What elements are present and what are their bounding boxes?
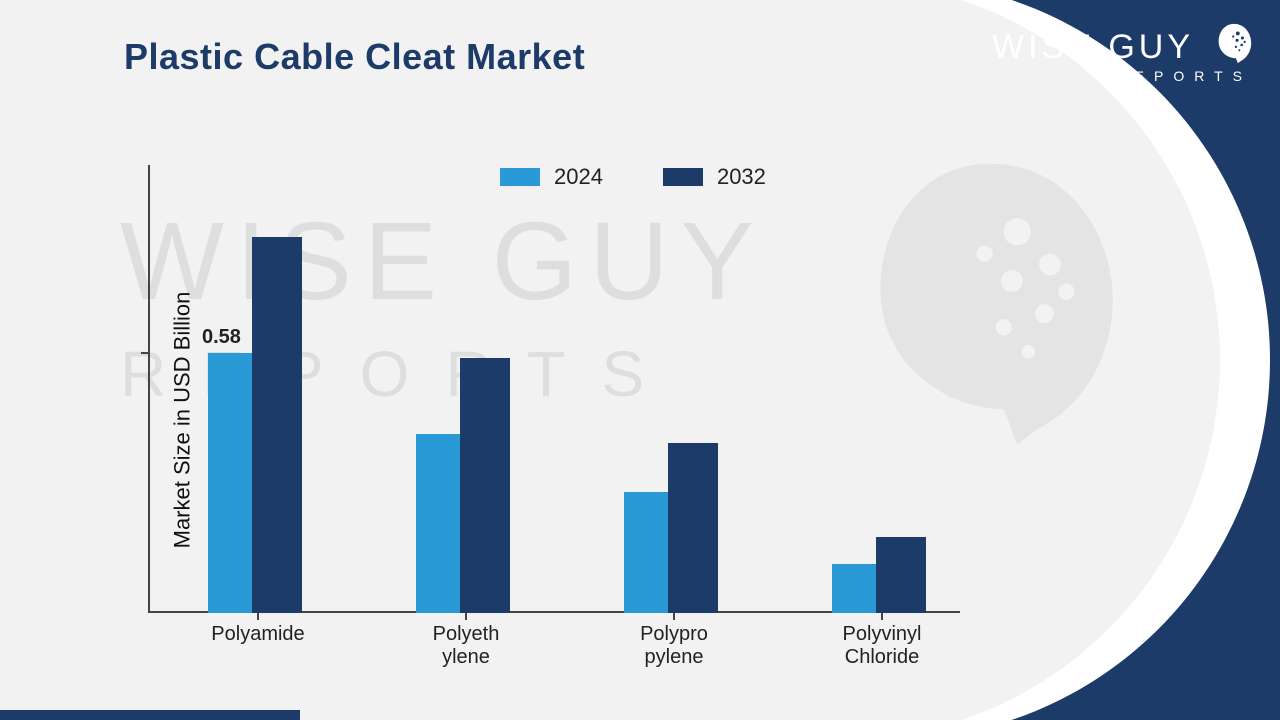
x-tick [881, 613, 883, 620]
footer-accent-bar [0, 710, 300, 720]
bar-group: 0.58Polyamide [208, 165, 308, 613]
brand-head-icon [1213, 22, 1255, 64]
brand-logo-sub: REPORTS [992, 68, 1252, 84]
bar [208, 353, 258, 613]
x-tick [257, 613, 259, 620]
bar-value-label: 0.58 [202, 326, 241, 349]
bar-group: PolyvinylChloride [832, 165, 932, 613]
category-label: Polyamide [178, 623, 338, 646]
brand-logo-main: WISE GUY [992, 22, 1252, 64]
chart-canvas: WISE GUY REPORTS Plastic Cable Cleat Mar… [0, 0, 1280, 720]
x-tick [673, 613, 675, 620]
bar [668, 443, 718, 613]
chart-title: Plastic Cable Cleat Market [124, 36, 585, 78]
category-label: Polypropylene [594, 623, 754, 669]
y-axis [148, 165, 150, 613]
bar [832, 564, 882, 613]
category-label: Polyethylene [386, 623, 546, 669]
category-label: PolyvinylChloride [802, 623, 962, 669]
x-tick [465, 613, 467, 620]
bar [624, 492, 674, 613]
chart-area: Market Size in USD Billion 0.58Polyamide… [60, 165, 960, 675]
bar [416, 434, 466, 613]
bar [460, 358, 510, 613]
brand-logo-main-text: WISE GUY [992, 28, 1193, 66]
bar [252, 237, 302, 613]
bar-group: Polyethylene [416, 165, 516, 613]
y-tick [141, 352, 148, 354]
brand-logo: WISE GUY REPORTS [992, 22, 1252, 84]
bar-group: Polypropylene [624, 165, 724, 613]
plot-area: 0.58Polyamide Polyethylene Polypropylene Po… [148, 165, 960, 613]
bar [876, 537, 926, 613]
